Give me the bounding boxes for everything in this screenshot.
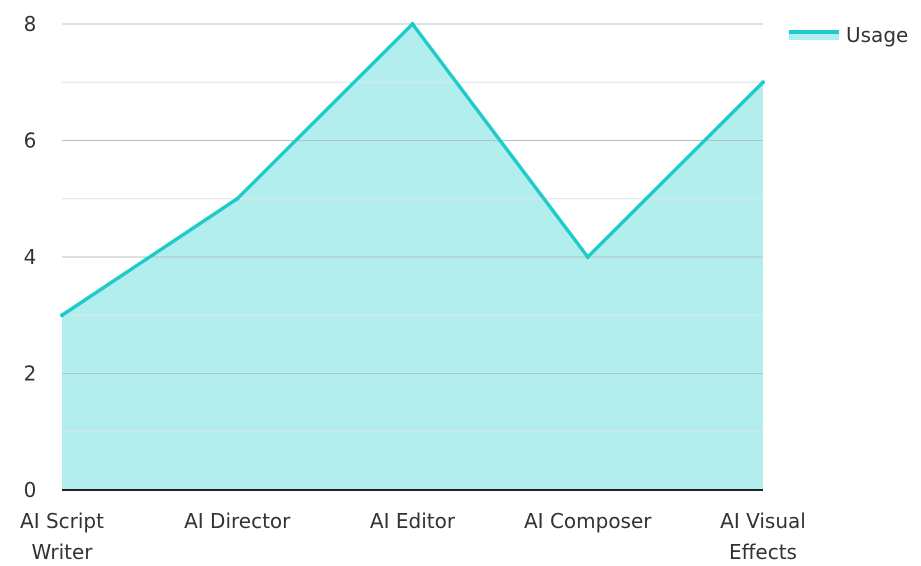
data-point (60, 313, 64, 318)
y-tick-label: 8 (24, 12, 37, 36)
data-point (410, 22, 415, 26)
legend-swatch-fill (789, 30, 839, 40)
y-tick-label: 0 (24, 478, 37, 502)
x-tick-label: AI Composer (524, 509, 652, 533)
x-tick-label: AI Script Writer (20, 509, 104, 562)
data-point (585, 255, 590, 259)
y-tick-label: 4 (24, 245, 37, 269)
y-tick-label: 2 (24, 362, 37, 386)
data-point (761, 80, 765, 85)
y-tick-label: 6 (24, 129, 37, 153)
legend-label-usage: Usage (846, 23, 908, 47)
x-tick-label: AI Editor (370, 509, 456, 533)
data-point (235, 196, 240, 201)
x-tick-label: AI Visual Effects (720, 509, 806, 562)
x-tick-label: AI Director (184, 509, 291, 533)
